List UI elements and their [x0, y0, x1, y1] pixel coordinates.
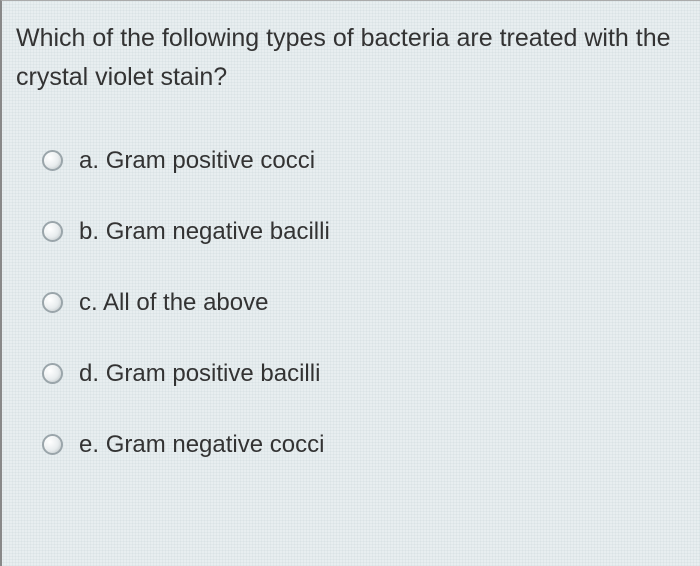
option-letter: e.: [79, 431, 99, 458]
option-b[interactable]: b. Gram negative bacilli: [42, 216, 686, 247]
option-letter: d.: [79, 360, 99, 387]
option-e[interactable]: e. Gram negative cocci: [42, 429, 686, 460]
option-text: Gram negative bacilli: [106, 218, 330, 245]
option-letter: a.: [79, 147, 99, 174]
option-label: d. Gram positive bacilli: [79, 358, 320, 389]
option-text: Gram positive bacilli: [106, 360, 321, 387]
option-c[interactable]: c. All of the above: [42, 287, 686, 318]
option-label: c. All of the above: [79, 287, 268, 318]
option-text: Gram positive cocci: [106, 147, 315, 174]
option-a[interactable]: a. Gram positive cocci: [42, 145, 686, 176]
option-text: Gram negative cocci: [106, 431, 325, 458]
option-label: e. Gram negative cocci: [79, 429, 324, 460]
option-label: a. Gram positive cocci: [79, 145, 315, 176]
option-letter: c.: [79, 289, 98, 316]
option-text: All of the above: [103, 289, 268, 316]
question-text: Which of the following types of bacteria…: [16, 19, 686, 97]
radio-icon[interactable]: [42, 221, 63, 242]
radio-icon[interactable]: [42, 292, 63, 313]
radio-icon[interactable]: [42, 363, 63, 384]
radio-icon[interactable]: [42, 150, 63, 171]
options-list: a. Gram positive cocci b. Gram negative …: [16, 145, 686, 461]
option-label: b. Gram negative bacilli: [79, 216, 330, 247]
option-d[interactable]: d. Gram positive bacilli: [42, 358, 686, 389]
radio-icon[interactable]: [42, 434, 63, 455]
option-letter: b.: [79, 218, 99, 245]
